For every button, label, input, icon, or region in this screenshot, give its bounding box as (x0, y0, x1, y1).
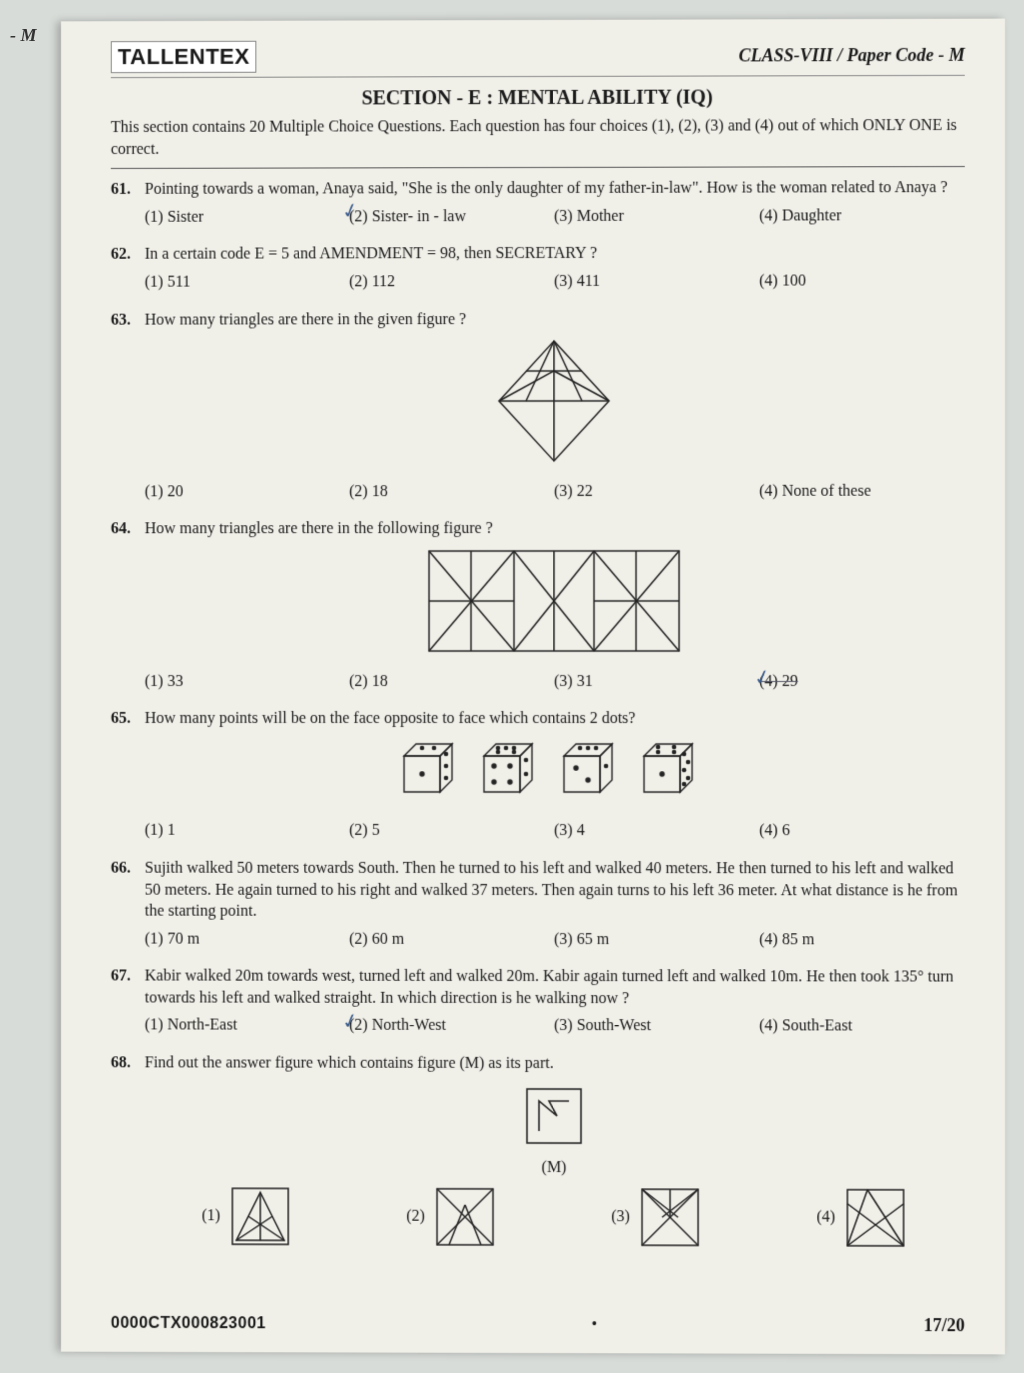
q64-opt4: (4) 29 (759, 668, 965, 694)
q68-opt1-label: (1) (202, 1205, 221, 1227)
q67-opt4: (4) South-East (759, 1014, 965, 1040)
class-paper-code: CLASS-VIII / Paper Code - M (739, 44, 965, 66)
question-62: 62. In a certain code E = 5 and AMENDMEN… (111, 243, 965, 296)
header-row: TALLENTEX CLASS-VIII / Paper Code - M (111, 39, 965, 78)
q64-opt2: (2) 18 (349, 669, 554, 695)
footer-dot-icon: • (592, 1316, 598, 1334)
q-text: Find out the answer figure which contain… (145, 1052, 965, 1075)
q68-opt2-label: (2) (406, 1206, 425, 1228)
q68-figure-m: (M) (145, 1080, 965, 1180)
q63-opt2: (2) 18 (349, 479, 554, 505)
rect-triangles-icon (424, 546, 684, 656)
q65-opt2: (2) 5 (349, 818, 554, 844)
q66-opt1: (1) 70 m (145, 926, 349, 952)
q62-opt3: (3) 411 (554, 269, 759, 295)
q61-opt4: (4) Daughter (759, 203, 965, 229)
answer-fig-2-icon (433, 1185, 497, 1249)
q66-opt4: (4) 85 m (759, 927, 965, 953)
q-text: In a certain code E = 5 and AMENDMENT = … (145, 243, 965, 266)
q67-opt1: (1) North-East (145, 1013, 349, 1039)
q66-opt3: (3) 65 m (554, 927, 759, 953)
q65-opt3: (3) 4 (554, 818, 759, 844)
q67-opt2: (2) North-West (349, 1013, 554, 1039)
footer-code: 0000CTX000823001 (111, 1314, 266, 1332)
q68-answer-row: (1) (2) (145, 1184, 965, 1250)
q61-opt1: (1) Sister (145, 204, 349, 230)
exam-page: TALLENTEX CLASS-VIII / Paper Code - M SE… (61, 19, 1005, 1355)
q-text: How many triangles are there in the give… (145, 308, 965, 331)
question-67: 67. Kabir walked 20m towards west, turne… (111, 966, 965, 1040)
q63-opt1: (1) 20 (145, 479, 349, 505)
diamond-figure-icon (494, 336, 614, 466)
q66-opt2: (2) 60 m (349, 926, 554, 952)
q-num: 62. (111, 244, 145, 295)
q-num: 67. (111, 966, 145, 1039)
q62-opt4: (4) 100 (759, 268, 965, 294)
question-65: 65. How many points will be on the face … (111, 708, 965, 844)
q63-figure (145, 335, 965, 473)
question-64: 64. How many triangles are there in the … (111, 518, 965, 694)
q64-opt3: (3) 31 (554, 669, 759, 695)
q-text: How many points will be on the face oppo… (145, 708, 965, 730)
q-text: How many triangles are there in the foll… (145, 518, 965, 540)
q64-figure (145, 546, 965, 663)
q-text: Pointing towards a woman, Anaya said, "S… (145, 177, 965, 200)
q-num: 65. (111, 708, 145, 844)
figure-m-icon (519, 1081, 589, 1151)
q68-opt4-label: (4) (817, 1207, 836, 1229)
answer-fig-3-icon (638, 1185, 702, 1249)
answer-fig-4-icon (843, 1186, 907, 1250)
question-63: 63. How many triangles are there in the … (111, 308, 965, 505)
margin-label: - M (10, 25, 37, 46)
q62-opt2: (2) 112 (349, 269, 554, 295)
q-num: 64. (111, 519, 145, 694)
q-num: 66. (111, 858, 145, 952)
q-text: Sujith walked 50 meters towards South. T… (145, 858, 965, 924)
q65-opt1: (1) 1 (145, 818, 349, 844)
q61-opt2: (2) Sister- in - law (349, 204, 554, 230)
question-66: 66. Sujith walked 50 meters towards Sout… (111, 858, 965, 953)
divider (111, 166, 965, 169)
q62-opt1: (1) 511 (145, 269, 349, 295)
figure-m-label: (M) (145, 1156, 965, 1179)
q61-opt3: (3) Mother (554, 203, 759, 229)
q64-opt1: (1) 33 (145, 669, 349, 695)
logo: TALLENTEX (111, 41, 257, 73)
section-title: SECTION - E : MENTAL ABILITY (IQ) (111, 86, 965, 111)
q63-opt3: (3) 22 (554, 479, 759, 505)
q-text: Kabir walked 20m towards west, turned le… (145, 966, 965, 1010)
q65-dice-row (145, 736, 965, 813)
instructions: This section contains 20 Multiple Choice… (111, 115, 965, 160)
q67-opt3: (3) South-West (554, 1014, 759, 1040)
q68-opt3-label: (3) (611, 1206, 630, 1228)
question-61: 61. Pointing towards a woman, Anaya said… (111, 177, 965, 230)
q-num: 61. (111, 179, 145, 230)
q-num: 63. (111, 309, 145, 504)
q-num: 68. (111, 1052, 145, 1248)
dice-icon (394, 736, 714, 806)
question-68: 68. Find out the answer figure which con… (111, 1052, 965, 1250)
q65-opt4: (4) 6 (759, 818, 965, 844)
q63-opt4: (4) None of these (759, 478, 965, 504)
footer-page: 17/20 (924, 1315, 965, 1336)
footer: 0000CTX000823001 • 17/20 (111, 1313, 965, 1336)
answer-fig-1-icon (228, 1184, 292, 1248)
